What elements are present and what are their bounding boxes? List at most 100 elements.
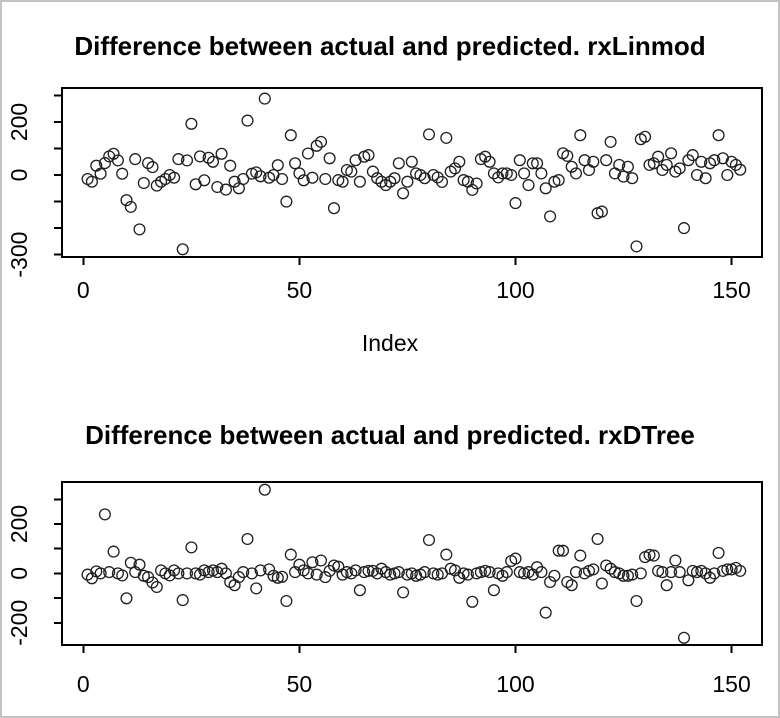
data-point: [630, 240, 643, 253]
data-point: [453, 155, 466, 168]
data-point: [185, 117, 198, 130]
data-point: [284, 548, 297, 561]
data-point: [509, 552, 522, 565]
x-tick-label: 100: [496, 671, 534, 697]
data-point: [535, 167, 548, 180]
data-point: [448, 564, 462, 577]
data-point: [561, 149, 574, 162]
data-point: [237, 566, 250, 579]
data-point: [224, 159, 237, 172]
data-point: [301, 147, 315, 160]
plot-box: [61, 481, 763, 646]
data-point: [306, 171, 319, 184]
x-tick-label: 50: [287, 671, 313, 697]
y-tick-label: 0: [6, 169, 32, 182]
x-axis-label-index: Index: [361, 330, 419, 356]
data-point: [617, 170, 630, 183]
data-point: [284, 129, 297, 142]
data-point: [211, 180, 224, 194]
plot-box: [61, 87, 763, 258]
data-point: [180, 154, 194, 167]
plot-rxlinmod: 0 50 100 150 200 0 -300: [6, 87, 763, 303]
data-point: [323, 152, 336, 165]
data-point: [215, 147, 228, 160]
data-point: [440, 131, 453, 144]
data-point: [397, 586, 410, 599]
data-point: [198, 174, 211, 187]
x-tick-label: 150: [712, 671, 750, 697]
y-axis: 200 0 -300: [6, 94, 62, 278]
data-point: [496, 569, 509, 582]
data-point: [699, 172, 712, 185]
data-point: [435, 175, 449, 188]
data-point: [176, 594, 189, 607]
data-point: [211, 566, 224, 579]
data-point: [254, 564, 267, 577]
data-point: [271, 571, 284, 584]
data-point: [660, 158, 673, 171]
data-point: [518, 167, 531, 180]
data-point: [94, 567, 107, 580]
data-point: [639, 130, 652, 143]
data-point: [366, 165, 379, 178]
data-point: [595, 205, 608, 218]
data-point: [353, 175, 366, 188]
data-point: [522, 179, 535, 192]
data-point: [483, 155, 496, 168]
y-tick-label: 200: [6, 505, 32, 543]
data-point: [626, 172, 639, 185]
points: [81, 92, 747, 256]
data-point: [552, 174, 565, 187]
data-point: [107, 147, 120, 160]
data-point: [280, 195, 293, 208]
data-point: [319, 571, 332, 584]
data-point: [569, 566, 583, 579]
data-point: [548, 569, 561, 582]
data-point: [422, 128, 436, 141]
data-point: [665, 147, 678, 160]
data-point: [665, 566, 678, 579]
data-point: [271, 159, 284, 172]
data-point: [176, 243, 189, 256]
data-point: [276, 570, 289, 583]
data-point: [133, 223, 146, 236]
data-point: [591, 532, 604, 546]
data-point: [245, 567, 258, 580]
data-point: [669, 554, 682, 567]
data-point: [120, 592, 133, 605]
y-tick-label: -200: [6, 600, 32, 646]
data-point: [375, 562, 388, 575]
data-point: [535, 566, 548, 579]
points: [81, 483, 747, 644]
data-point: [345, 165, 358, 178]
data-point: [487, 584, 500, 597]
data-point: [120, 194, 133, 207]
data-point: [621, 160, 634, 173]
data-point: [193, 150, 207, 163]
data-point: [582, 163, 596, 177]
data-point: [98, 157, 111, 170]
data-point: [708, 567, 721, 580]
data-point: [647, 549, 660, 562]
data-point: [418, 172, 431, 185]
data-point: [652, 150, 665, 163]
data-point: [643, 548, 656, 561]
data-point: [647, 157, 660, 170]
data-point: [418, 566, 431, 579]
data-point: [574, 129, 587, 142]
data-point: [349, 154, 362, 167]
data-point: [193, 568, 207, 581]
data-point: [301, 567, 315, 580]
data-point: [578, 154, 591, 167]
data-point: [142, 157, 155, 170]
data-point: [531, 157, 544, 170]
data-point: [327, 202, 341, 215]
data-point: [349, 564, 362, 577]
data-point: [150, 580, 163, 594]
data-point: [276, 172, 289, 186]
data-point: [552, 544, 565, 557]
x-tick-label: 100: [496, 277, 534, 303]
data-point: [310, 568, 323, 581]
data-point: [600, 154, 613, 167]
data-point: [734, 564, 747, 577]
